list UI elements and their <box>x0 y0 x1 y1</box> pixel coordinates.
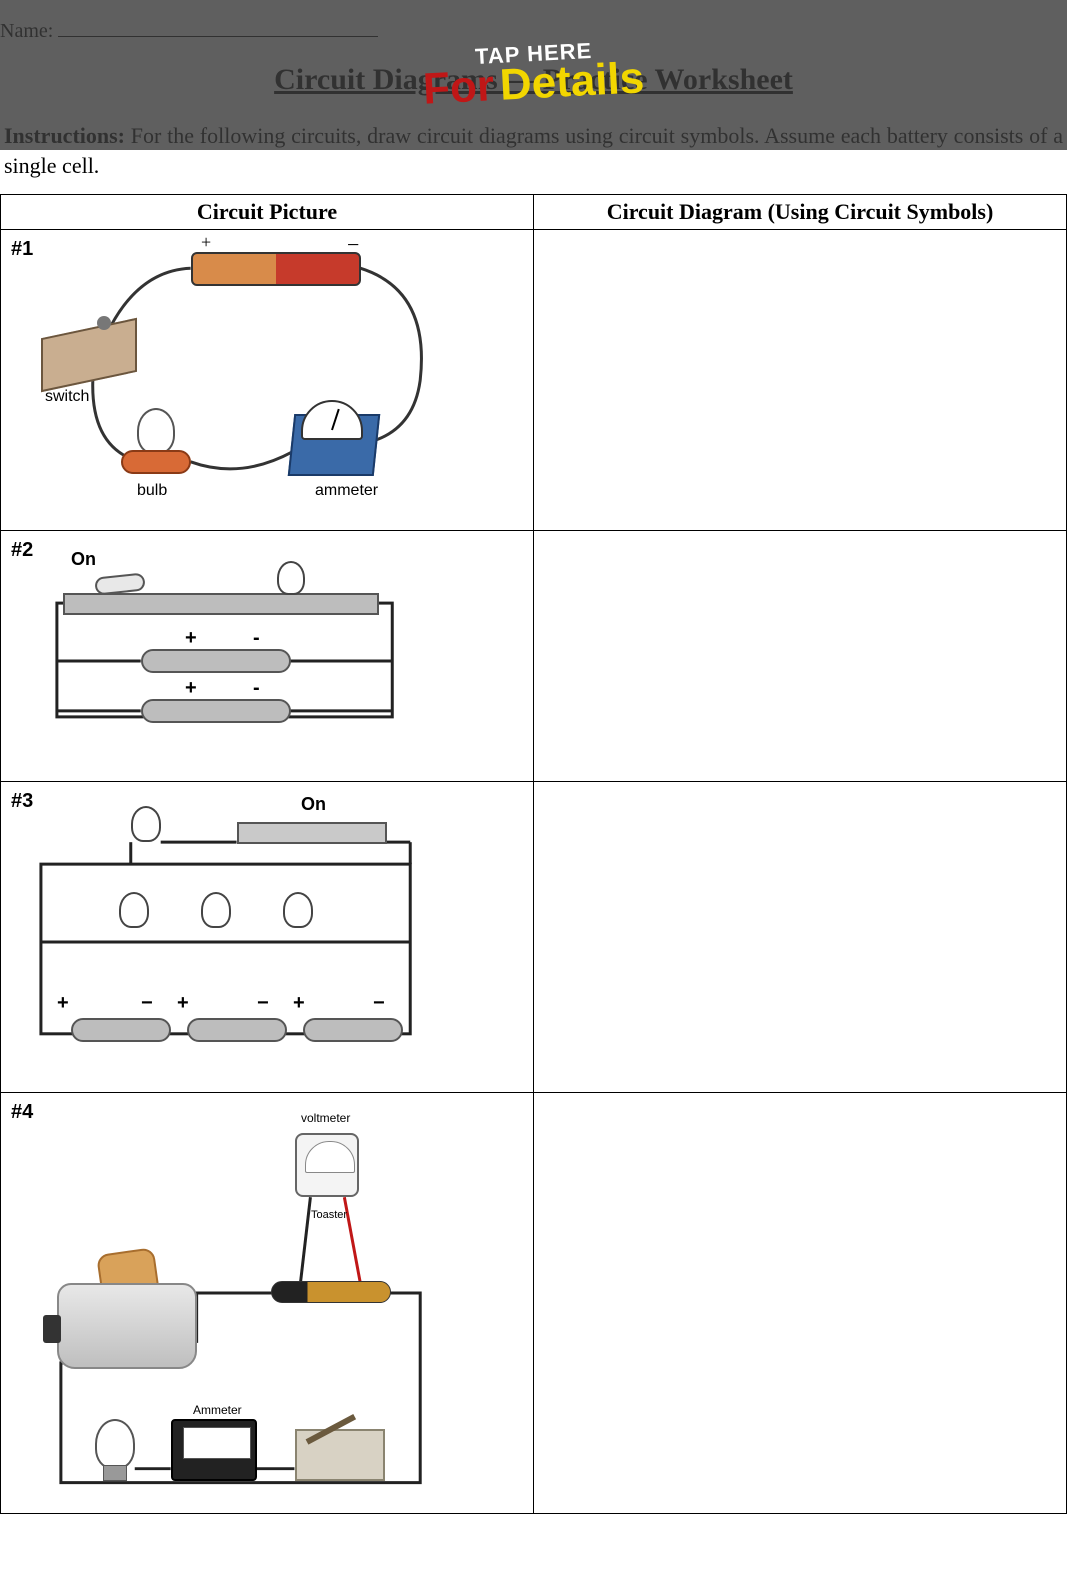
circuit-2-picture-cell: #2 On <box>1 531 533 781</box>
switch-bar <box>237 822 387 844</box>
battery-icon <box>303 1018 403 1042</box>
circuit-4-answer-cell[interactable] <box>534 1093 1066 1513</box>
voltmeter-icon <box>295 1133 359 1197</box>
battery-icon <box>187 1018 287 1042</box>
plus-sign: + <box>293 992 305 1015</box>
bulb-icon <box>119 892 149 928</box>
instructions-text: Instructions: For the following circuits… <box>4 121 1063 180</box>
minus-sign: − <box>141 992 153 1015</box>
table-row: #4 <box>1 1093 1067 1514</box>
circuit-3-answer-cell[interactable] <box>534 782 1066 1092</box>
battery-icon <box>191 252 361 286</box>
minus-sign: - <box>253 627 260 650</box>
ammeter-label: ammeter <box>315 482 378 500</box>
bulb-label: bulb <box>137 482 167 500</box>
battery-1-icon <box>141 649 291 673</box>
col-header-diagram: Circuit Diagram (Using Circuit Symbols) <box>534 195 1067 230</box>
plus-sign: + <box>185 627 197 650</box>
plus-sign: + <box>185 677 197 700</box>
table-row: #2 On <box>1 531 1067 782</box>
minus-sign: − <box>373 992 385 1015</box>
name-blank[interactable] <box>58 36 378 37</box>
table-row: #1 + − <box>1 230 1067 531</box>
circuit-4-picture: voltmeter Toaster Ammeter <box>1 1093 533 1513</box>
name-label: Name: <box>0 20 53 42</box>
circuit-1-picture-cell: #1 + − <box>1 230 533 530</box>
name-field-line: Name: <box>0 20 1067 43</box>
battery-2-icon <box>141 699 291 723</box>
ammeter-icon <box>171 1419 257 1481</box>
minus-sign: - <box>253 677 260 700</box>
minus-sign: − <box>257 992 269 1015</box>
plus-sign: + <box>177 992 189 1015</box>
table-row: #3 On <box>1 782 1067 1093</box>
bulb-icon <box>283 892 313 928</box>
worksheet-table: Circuit Picture Circuit Diagram (Using C… <box>0 194 1067 1514</box>
bulb-icon <box>137 408 175 454</box>
circuit-1-picture: + − switch bulb ammeter <box>1 230 533 530</box>
battery-plus: + <box>201 232 211 253</box>
circuit-3-picture: On <box>1 782 533 1092</box>
bulb-base-icon <box>103 1465 127 1481</box>
circuit-1-answer-cell[interactable] <box>534 230 1066 530</box>
battery-icon <box>271 1281 391 1303</box>
toaster-lever <box>43 1315 61 1343</box>
ammeter-label: Ammeter <box>193 1403 242 1417</box>
circuit-3-picture-cell: #3 On <box>1 782 533 1092</box>
col-header-picture: Circuit Picture <box>1 195 534 230</box>
battery-icon <box>71 1018 171 1042</box>
toaster-label: Toaster <box>311 1209 347 1221</box>
bulb-base-icon <box>121 450 191 474</box>
circuit-2-picture: On <box>1 531 533 781</box>
circuit-4-picture-cell: #4 <box>1 1093 533 1513</box>
circuit-2-answer-cell[interactable] <box>534 531 1066 781</box>
switch-icon <box>295 1429 385 1481</box>
toaster-icon <box>57 1283 197 1369</box>
plus-sign: + <box>57 992 69 1015</box>
worksheet-page: Name: Circuit Diagrams — Practice Worksh… <box>0 0 1067 1514</box>
instructions-body: For the following circuits, draw circuit… <box>4 123 1063 178</box>
top-rail <box>63 593 379 615</box>
bulb-icon <box>95 1419 135 1469</box>
switch-label: switch <box>45 388 89 406</box>
bulb-icon <box>201 892 231 928</box>
instructions-lead: Instructions: <box>4 123 125 148</box>
bulb-icon <box>131 806 161 842</box>
voltmeter-label: voltmeter <box>301 1111 350 1125</box>
bulb-icon <box>277 561 305 595</box>
page-title: Circuit Diagrams — Practice Worksheet <box>0 63 1067 97</box>
